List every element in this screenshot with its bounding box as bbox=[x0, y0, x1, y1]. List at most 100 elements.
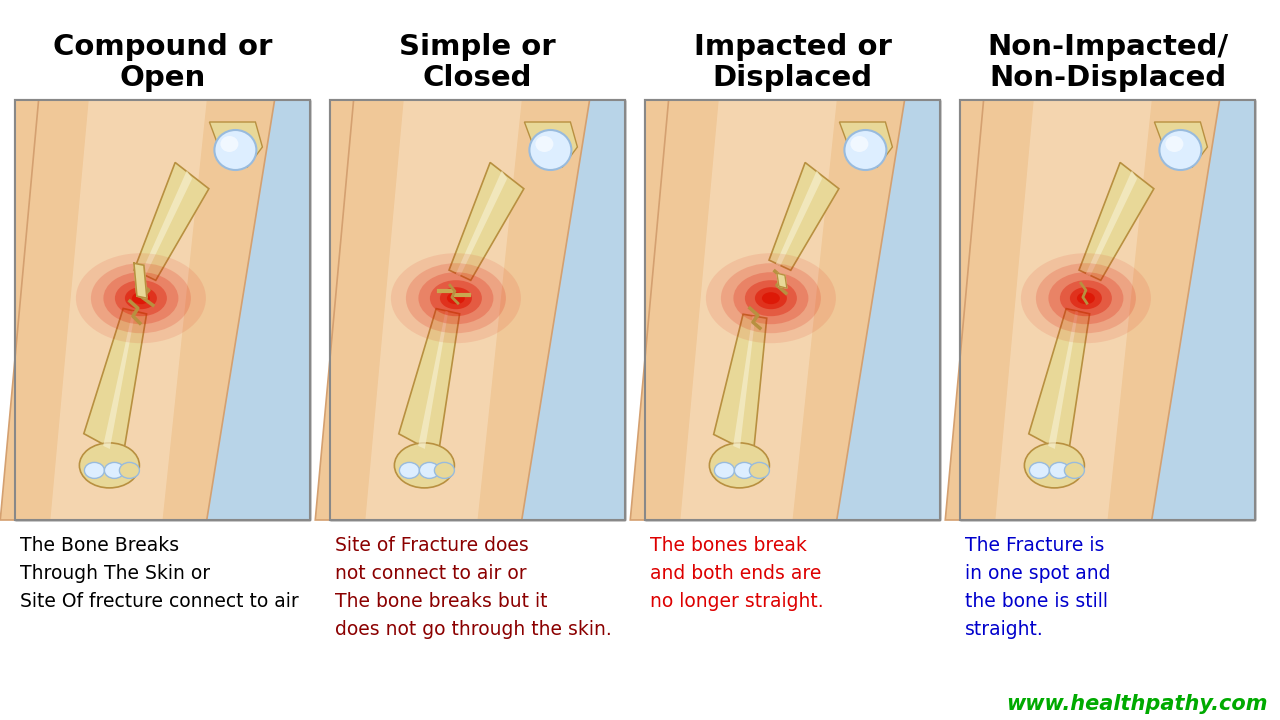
Ellipse shape bbox=[1076, 292, 1094, 304]
Ellipse shape bbox=[1036, 264, 1135, 333]
Ellipse shape bbox=[1029, 462, 1050, 478]
Polygon shape bbox=[645, 100, 808, 520]
Polygon shape bbox=[210, 122, 262, 167]
Polygon shape bbox=[419, 100, 625, 520]
Text: Site of Fracture does
not connect to air or
The bone breaks but it
does not go t: Site of Fracture does not connect to air… bbox=[335, 536, 612, 639]
Ellipse shape bbox=[447, 292, 465, 304]
Ellipse shape bbox=[1050, 462, 1069, 478]
Polygon shape bbox=[769, 163, 838, 270]
Polygon shape bbox=[104, 100, 310, 520]
Ellipse shape bbox=[845, 130, 886, 170]
Polygon shape bbox=[1029, 309, 1089, 455]
Polygon shape bbox=[365, 100, 522, 520]
Text: Non-Impacted/
Non-Displaced: Non-Impacted/ Non-Displaced bbox=[987, 32, 1228, 92]
Ellipse shape bbox=[220, 136, 238, 152]
Polygon shape bbox=[714, 314, 767, 454]
Ellipse shape bbox=[755, 287, 787, 309]
Ellipse shape bbox=[115, 280, 166, 316]
Text: Simple or
Closed: Simple or Closed bbox=[399, 32, 556, 92]
Ellipse shape bbox=[850, 136, 868, 152]
Ellipse shape bbox=[762, 292, 780, 304]
Polygon shape bbox=[1048, 100, 1254, 520]
Polygon shape bbox=[1155, 122, 1207, 167]
Ellipse shape bbox=[735, 462, 754, 478]
Ellipse shape bbox=[1024, 443, 1084, 488]
Ellipse shape bbox=[420, 462, 439, 478]
Polygon shape bbox=[141, 171, 192, 276]
Polygon shape bbox=[449, 163, 524, 280]
Polygon shape bbox=[0, 100, 275, 520]
Polygon shape bbox=[134, 264, 147, 298]
Polygon shape bbox=[419, 311, 448, 449]
Polygon shape bbox=[733, 316, 755, 449]
Ellipse shape bbox=[399, 462, 420, 478]
Ellipse shape bbox=[132, 292, 150, 304]
Ellipse shape bbox=[419, 272, 493, 324]
FancyBboxPatch shape bbox=[645, 100, 940, 520]
Polygon shape bbox=[630, 100, 905, 520]
Ellipse shape bbox=[76, 253, 206, 343]
Ellipse shape bbox=[84, 462, 105, 478]
FancyBboxPatch shape bbox=[15, 100, 310, 520]
Ellipse shape bbox=[530, 130, 571, 170]
Ellipse shape bbox=[714, 462, 735, 478]
Ellipse shape bbox=[1165, 136, 1184, 152]
Ellipse shape bbox=[394, 443, 454, 488]
Polygon shape bbox=[134, 163, 209, 280]
Ellipse shape bbox=[105, 462, 124, 478]
Ellipse shape bbox=[733, 272, 809, 324]
Ellipse shape bbox=[1160, 130, 1202, 170]
Polygon shape bbox=[776, 171, 822, 266]
Polygon shape bbox=[945, 100, 1220, 520]
Ellipse shape bbox=[440, 287, 472, 309]
Text: Impacted or
Displaced: Impacted or Displaced bbox=[694, 32, 891, 92]
Ellipse shape bbox=[1021, 253, 1151, 343]
Ellipse shape bbox=[745, 280, 797, 316]
FancyBboxPatch shape bbox=[330, 100, 625, 520]
Ellipse shape bbox=[104, 272, 178, 324]
Text: www.healthpathy.com: www.healthpathy.com bbox=[1006, 694, 1268, 714]
Ellipse shape bbox=[406, 264, 506, 333]
Ellipse shape bbox=[119, 462, 140, 478]
FancyBboxPatch shape bbox=[15, 100, 310, 520]
Ellipse shape bbox=[125, 287, 157, 309]
Polygon shape bbox=[15, 100, 177, 520]
Text: The Fracture is
in one spot and
the bone is still
straight.: The Fracture is in one spot and the bone… bbox=[965, 536, 1111, 639]
Ellipse shape bbox=[749, 462, 769, 478]
Polygon shape bbox=[525, 122, 577, 167]
Ellipse shape bbox=[535, 136, 553, 152]
Polygon shape bbox=[840, 122, 892, 167]
Ellipse shape bbox=[705, 253, 836, 343]
Ellipse shape bbox=[1060, 280, 1112, 316]
Polygon shape bbox=[1048, 311, 1078, 449]
Ellipse shape bbox=[709, 443, 769, 488]
Ellipse shape bbox=[721, 264, 820, 333]
Text: The Bone Breaks
Through The Skin or
Site Of frecture connect to air: The Bone Breaks Through The Skin or Site… bbox=[20, 536, 298, 611]
Ellipse shape bbox=[91, 264, 191, 333]
Polygon shape bbox=[315, 100, 590, 520]
Polygon shape bbox=[996, 100, 1152, 520]
Polygon shape bbox=[104, 310, 136, 449]
Ellipse shape bbox=[1065, 462, 1084, 478]
FancyBboxPatch shape bbox=[330, 100, 625, 520]
Polygon shape bbox=[733, 100, 940, 520]
Ellipse shape bbox=[430, 280, 481, 316]
Text: Compound or
Open: Compound or Open bbox=[52, 32, 273, 92]
Polygon shape bbox=[50, 100, 207, 520]
Ellipse shape bbox=[390, 253, 521, 343]
Polygon shape bbox=[1085, 171, 1137, 276]
Polygon shape bbox=[330, 100, 493, 520]
FancyBboxPatch shape bbox=[960, 100, 1254, 520]
Polygon shape bbox=[83, 308, 147, 455]
Polygon shape bbox=[681, 100, 837, 520]
FancyBboxPatch shape bbox=[645, 100, 940, 520]
Ellipse shape bbox=[1048, 272, 1124, 324]
Polygon shape bbox=[1079, 163, 1153, 280]
Ellipse shape bbox=[434, 462, 454, 478]
Polygon shape bbox=[399, 309, 460, 455]
FancyBboxPatch shape bbox=[960, 100, 1254, 520]
Ellipse shape bbox=[1070, 287, 1102, 309]
Polygon shape bbox=[456, 171, 507, 276]
Polygon shape bbox=[960, 100, 1123, 520]
Polygon shape bbox=[777, 273, 787, 288]
